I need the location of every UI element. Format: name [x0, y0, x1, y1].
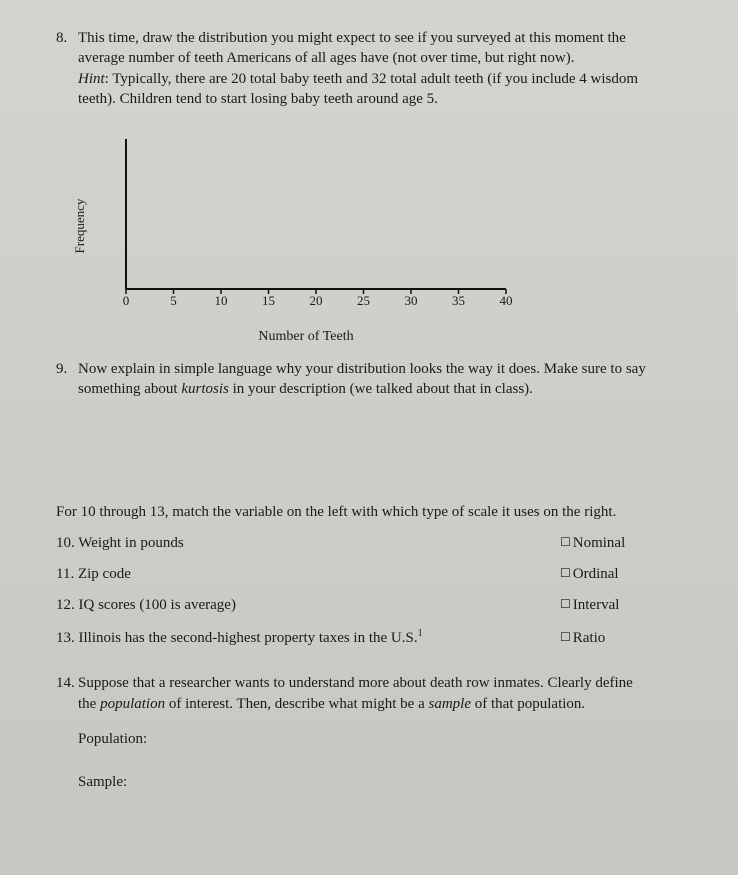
chart-y-axis-label: Frequency [72, 199, 88, 254]
match-right: ☐Interval [560, 597, 690, 614]
match-left: 10. Weight in pounds [56, 535, 560, 552]
match-number: 13. [56, 630, 79, 646]
match-left: 12. IQ scores (100 is average) [56, 597, 560, 614]
match-left-text: Zip code [78, 566, 131, 582]
chart-x-axis-label: Number of Teeth [86, 329, 526, 345]
footnote-superscript: 1 [418, 628, 423, 639]
q14-sample-term: sample [429, 696, 472, 712]
q8-line4: teeth). Children tend to start losing ba… [78, 91, 438, 107]
matching-rows: 10. Weight in pounds☐Nominal11. Zip code… [56, 535, 690, 647]
matching-intro: For 10 through 13, match the variable on… [56, 504, 690, 521]
q9-body: Now explain in simple language why your … [78, 359, 690, 400]
checkbox-icon[interactable]: ☐ [560, 630, 571, 644]
match-right-label: Nominal [573, 535, 626, 551]
q8-line2: average number of teeth Americans of all… [78, 50, 575, 66]
q9-line2b: in your description (we talked about tha… [229, 381, 533, 397]
spacer [56, 422, 690, 476]
q14-line2c: of that population. [471, 696, 585, 712]
match-row: 13. Illinois has the second-highest prop… [56, 628, 690, 647]
match-number: 11. [56, 566, 78, 582]
match-row: 11. Zip code☐Ordinal [56, 566, 690, 583]
q9-line2a: something about [78, 381, 181, 397]
chart-x-tick: 30 [405, 293, 418, 309]
q14-line1: Suppose that a researcher wants to under… [78, 675, 633, 691]
q9-number: 9. [56, 359, 78, 400]
q8-line1: This time, draw the distribution you mig… [78, 30, 626, 46]
population-field-label: Population: [78, 731, 690, 748]
q14-population-term: population [100, 696, 165, 712]
checkbox-icon[interactable]: ☐ [560, 597, 571, 611]
q14-line2b: of interest. Then, describe what might b… [165, 696, 428, 712]
worksheet-page: 8. This time, draw the distribution you … [0, 0, 738, 875]
match-right: ☐Ordinal [560, 566, 690, 583]
chart-x-tick: 0 [123, 293, 130, 309]
match-left-text: Illinois has the second-highest property… [79, 630, 418, 646]
match-left-text: Weight in pounds [78, 535, 183, 551]
q8-number: 8. [56, 28, 78, 109]
match-left: 11. Zip code [56, 566, 560, 583]
checkbox-icon[interactable]: ☐ [560, 566, 571, 580]
match-row: 12. IQ scores (100 is average)☐Interval [56, 597, 690, 614]
match-right: ☐Nominal [560, 535, 690, 552]
q9-kurtosis-term: kurtosis [181, 381, 229, 397]
chart-x-tick: 25 [357, 293, 370, 309]
chart-x-tick: 10 [215, 293, 228, 309]
chart-x-tick: 40 [500, 293, 513, 309]
match-row: 10. Weight in pounds☐Nominal [56, 535, 690, 552]
match-right: ☐Ratio [560, 630, 690, 647]
match-number: 12. [56, 597, 79, 613]
chart-area: Frequency 0510152025303540 [86, 131, 526, 321]
checkbox-icon[interactable]: ☐ [560, 535, 571, 549]
q8-hint-label: Hint [78, 71, 105, 87]
q8-body: This time, draw the distribution you mig… [78, 28, 690, 109]
match-right-label: Ordinal [573, 566, 619, 582]
question-8: 8. This time, draw the distribution you … [56, 28, 690, 109]
chart-x-tick: 15 [262, 293, 275, 309]
match-left: 13. Illinois has the second-highest prop… [56, 628, 560, 647]
q8-hint-text: : Typically, there are 20 total baby tee… [105, 71, 638, 87]
chart-x-tick: 35 [452, 293, 465, 309]
question-14: 14. Suppose that a researcher wants to u… [56, 673, 690, 715]
match-right-label: Interval [573, 597, 620, 613]
match-left-text: IQ scores (100 is average) [79, 597, 236, 613]
sample-field-label: Sample: [78, 774, 690, 791]
q14-number: 14. [56, 673, 78, 715]
question-9: 9. Now explain in simple language why yo… [56, 359, 690, 400]
chart-x-tick: 5 [170, 293, 177, 309]
q14-line2a: the [78, 696, 100, 712]
match-number: 10. [56, 535, 78, 551]
q9-line1: Now explain in simple language why your … [78, 361, 646, 377]
chart-x-ticks: 0510152025303540 [126, 293, 506, 311]
chart-x-tick: 20 [310, 293, 323, 309]
q14-body: Suppose that a researcher wants to under… [78, 673, 690, 715]
match-right-label: Ratio [573, 630, 606, 646]
